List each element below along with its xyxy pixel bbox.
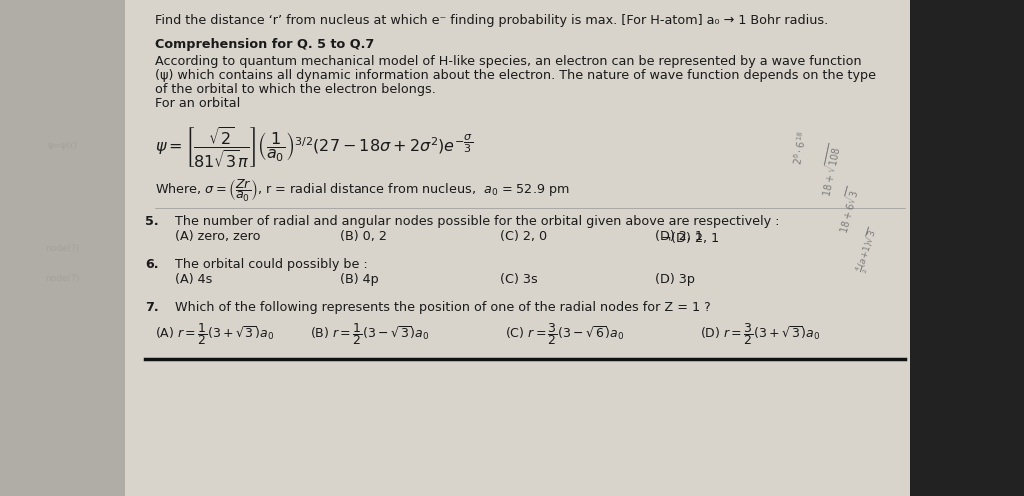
Text: node(?): node(?) (45, 273, 79, 283)
Text: (B) 4p: (B) 4p (340, 273, 379, 286)
Text: (C) 3s: (C) 3s (500, 273, 538, 286)
Text: The orbital could possibly be :: The orbital could possibly be : (175, 258, 368, 271)
Text: $18 + 6\sqrt{3}$: $18 + 6\sqrt{3}$ (834, 185, 862, 235)
Text: (B) $r = \dfrac{1}{2}(3 - \sqrt{3})a_0$: (B) $r = \dfrac{1}{2}(3 - \sqrt{3})a_0$ (310, 321, 429, 347)
Text: (A) 4s: (A) 4s (175, 273, 212, 286)
Text: 7.: 7. (145, 301, 159, 314)
Text: (C) $r = \dfrac{3}{2}(3 - \sqrt{6})a_0$: (C) $r = \dfrac{3}{2}(3 - \sqrt{6})a_0$ (505, 321, 625, 347)
Text: (D) $r = \dfrac{3}{2}(3 + \sqrt{3})a_0$: (D) $r = \dfrac{3}{2}(3 + \sqrt{3})a_0$ (700, 321, 820, 347)
Text: $\frac{4}{2}(a{+}1)\sqrt{3}$: $\frac{4}{2}(a{+}1)\sqrt{3}$ (853, 225, 883, 275)
Text: Find the distance ‘r’ from nucleus at which e⁻ finding probability is max. [For : Find the distance ‘r’ from nucleus at wh… (155, 14, 828, 27)
Text: $\psi = \left[\dfrac{\sqrt{2}}{81\sqrt{3}\pi}\right]\left(\dfrac{1}{a_0}\right)^: $\psi = \left[\dfrac{\sqrt{2}}{81\sqrt{3… (155, 125, 473, 170)
Text: (ψ) which contains all dynamic information about the electron. The nature of wav: (ψ) which contains all dynamic informati… (155, 69, 876, 82)
Text: $2^{6}\cdot6^{18}$: $2^{6}\cdot6^{18}$ (791, 130, 810, 166)
Text: (D) 2, 1: (D) 2, 1 (655, 230, 703, 243)
Text: (D) 3p: (D) 3p (655, 273, 695, 286)
Text: (B) 0, 2: (B) 0, 2 (340, 230, 387, 243)
Text: (C) 2, 0: (C) 2, 0 (500, 230, 547, 243)
FancyBboxPatch shape (910, 0, 1024, 496)
Text: ψ=ψ(r): ψ=ψ(r) (47, 140, 77, 149)
Text: $18 + \sqrt{108}$: $18 + \sqrt{108}$ (816, 142, 844, 198)
Text: (A) zero, zero: (A) zero, zero (175, 230, 260, 243)
Text: 5.: 5. (145, 215, 159, 228)
Text: The number of radial and angular nodes possible for the orbital given above are : The number of radial and angular nodes p… (175, 215, 779, 228)
Text: $\neg$(D) 2, 1: $\neg$(D) 2, 1 (660, 230, 720, 245)
Text: For an orbital: For an orbital (155, 97, 241, 110)
Text: of the orbital to which the electron belongs.: of the orbital to which the electron bel… (155, 83, 436, 96)
Text: Comprehension for Q. 5 to Q.7: Comprehension for Q. 5 to Q.7 (155, 38, 374, 51)
Text: Which of the following represents the position of one of the radial nodes for Z : Which of the following represents the po… (175, 301, 711, 314)
Text: node(?): node(?) (45, 244, 79, 252)
FancyBboxPatch shape (0, 0, 125, 496)
Text: 6.: 6. (145, 258, 159, 271)
Text: According to quantum mechanical model of H-like species, an electron can be repr: According to quantum mechanical model of… (155, 55, 861, 68)
Text: Where, $\sigma = \left(\dfrac{Zr}{a_0}\right)$, r = radial distance from nucleus: Where, $\sigma = \left(\dfrac{Zr}{a_0}\r… (155, 178, 569, 204)
Text: (A) $r = \dfrac{1}{2}(3 + \sqrt{3})a_0$: (A) $r = \dfrac{1}{2}(3 + \sqrt{3})a_0$ (155, 321, 274, 347)
